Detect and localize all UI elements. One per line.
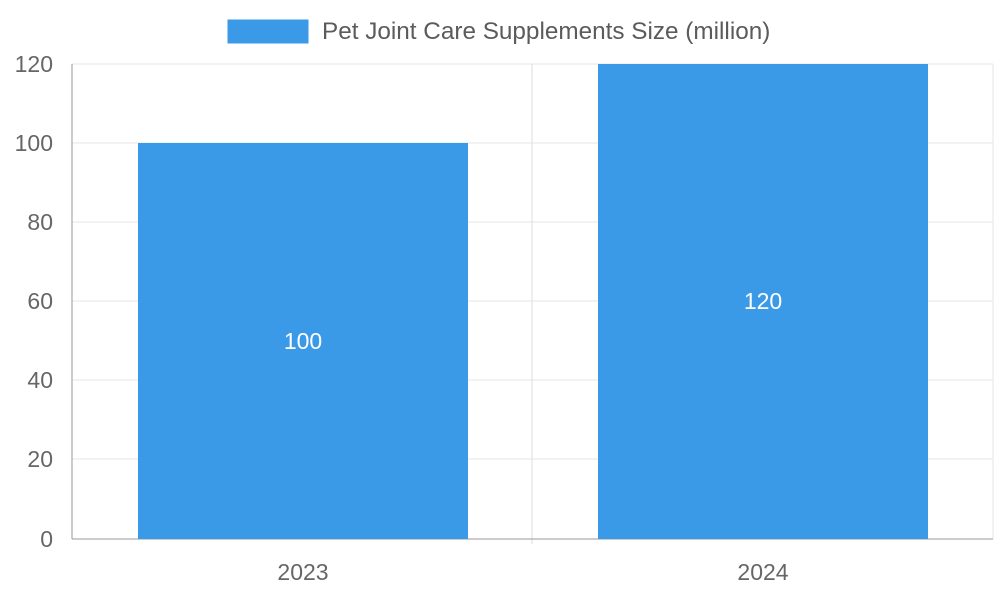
- svg-text:Pet Joint Care Supplements Siz: Pet Joint Care Supplements Size (million…: [322, 18, 770, 45]
- svg-text:0: 0: [40, 526, 53, 552]
- svg-text:20: 20: [27, 446, 53, 472]
- svg-text:120: 120: [15, 51, 53, 77]
- svg-text:100: 100: [284, 328, 322, 354]
- svg-text:100: 100: [15, 130, 53, 156]
- svg-text:120: 120: [744, 288, 782, 314]
- svg-text:60: 60: [27, 288, 53, 314]
- svg-text:40: 40: [27, 367, 53, 393]
- svg-text:2023: 2023: [277, 559, 328, 585]
- svg-text:80: 80: [27, 209, 53, 235]
- svg-text:2024: 2024: [737, 559, 788, 585]
